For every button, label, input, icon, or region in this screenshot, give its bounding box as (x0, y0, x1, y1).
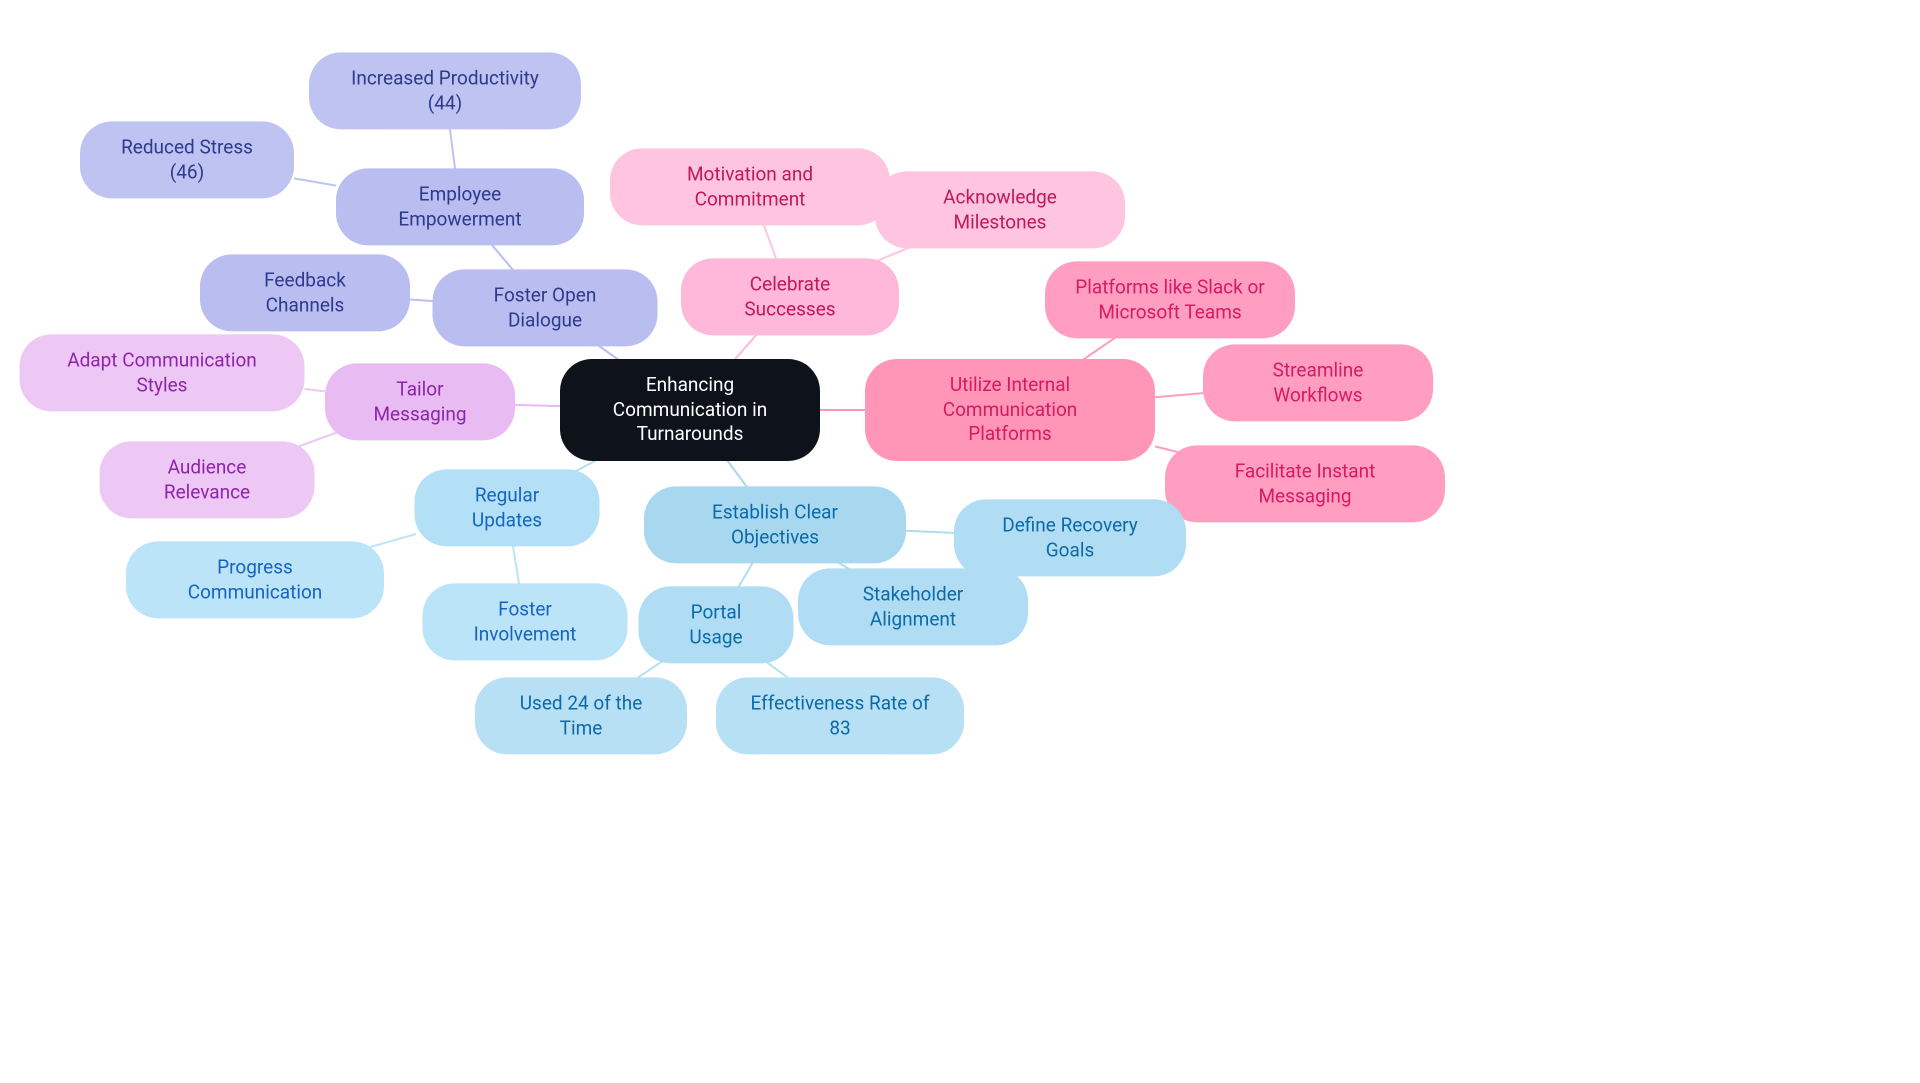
mindmap-node: Facilitate Instant Messaging (1165, 445, 1445, 522)
mindmap-canvas: Enhancing Communication in Turnarounds Ut… (0, 0, 1920, 1083)
node-label: Foster Open Dialogue (459, 283, 632, 332)
node-label: Progress Communication (152, 555, 358, 604)
mindmap-node: Increased Productivity (44) (309, 52, 581, 129)
node-label: Increased Productivity (44) (335, 66, 555, 115)
node-label: Streamline Workflows (1229, 358, 1407, 407)
node-label: Stakeholder Alignment (824, 582, 1002, 631)
mindmap-node: Stakeholder Alignment (798, 568, 1028, 645)
mindmap-node: Establish Clear Objectives (644, 486, 906, 563)
node-label: Regular Updates (441, 483, 574, 532)
node-label: Used 24 of the Time (501, 691, 661, 740)
node-label: Facilitate Instant Messaging (1191, 459, 1419, 508)
mindmap-node: Motivation and Commitment (610, 148, 890, 225)
mindmap-node: Acknowledge Milestones (875, 171, 1125, 248)
node-label: Motivation and Commitment (636, 162, 864, 211)
node-label: Enhancing Communication in Turnarounds (586, 373, 794, 447)
mindmap-node: Used 24 of the Time (475, 677, 687, 754)
mindmap-node: Reduced Stress (46) (80, 121, 294, 198)
mindmap-node: Feedback Channels (200, 254, 410, 331)
mindmap-node: Celebrate Successes (681, 258, 899, 335)
mindmap-node: Define Recovery Goals (954, 499, 1186, 576)
mindmap-node: Utilize Internal Communication Platforms (865, 359, 1155, 461)
mindmap-node: Streamline Workflows (1203, 344, 1433, 421)
mindmap-node: Regular Updates (415, 469, 600, 546)
node-label: Effectiveness Rate of 83 (742, 691, 938, 740)
node-label: Tailor Messaging (351, 377, 489, 426)
node-label: Celebrate Successes (707, 272, 873, 321)
node-label: Portal Usage (665, 600, 768, 649)
mindmap-node: Effectiveness Rate of 83 (716, 677, 964, 754)
mindmap-center-node: Enhancing Communication in Turnarounds (560, 359, 820, 461)
node-label: Adapt Communication Styles (46, 348, 279, 397)
mindmap-node: Employee Empowerment (336, 168, 584, 245)
edge (515, 405, 560, 406)
edge (305, 389, 326, 391)
edge (1155, 393, 1203, 397)
node-label: Foster Involvement (449, 597, 602, 646)
node-label: Reduced Stress (46) (106, 135, 268, 184)
node-label: Employee Empowerment (362, 182, 558, 231)
mindmap-node: Portal Usage (639, 586, 794, 663)
node-label: Establish Clear Objectives (670, 500, 880, 549)
edge (906, 531, 954, 533)
mindmap-node: Adapt Communication Styles (20, 334, 305, 411)
node-label: Utilize Internal Communication Platforms (891, 373, 1129, 447)
edge (410, 300, 433, 301)
node-label: Acknowledge Milestones (901, 185, 1099, 234)
mindmap-node: Foster Open Dialogue (433, 269, 658, 346)
mindmap-node: Foster Involvement (423, 583, 628, 660)
edge (294, 178, 336, 185)
node-label: Audience Relevance (126, 455, 289, 504)
node-label: Feedback Channels (226, 268, 384, 317)
node-label: Platforms like Slack or Microsoft Teams (1075, 275, 1265, 324)
node-label: Define Recovery Goals (980, 513, 1160, 562)
mindmap-node: Tailor Messaging (325, 363, 515, 440)
mindmap-node: Progress Communication (126, 541, 384, 618)
mindmap-node: Platforms like Slack or Microsoft Teams (1045, 261, 1295, 338)
mindmap-node: Audience Relevance (100, 441, 315, 518)
